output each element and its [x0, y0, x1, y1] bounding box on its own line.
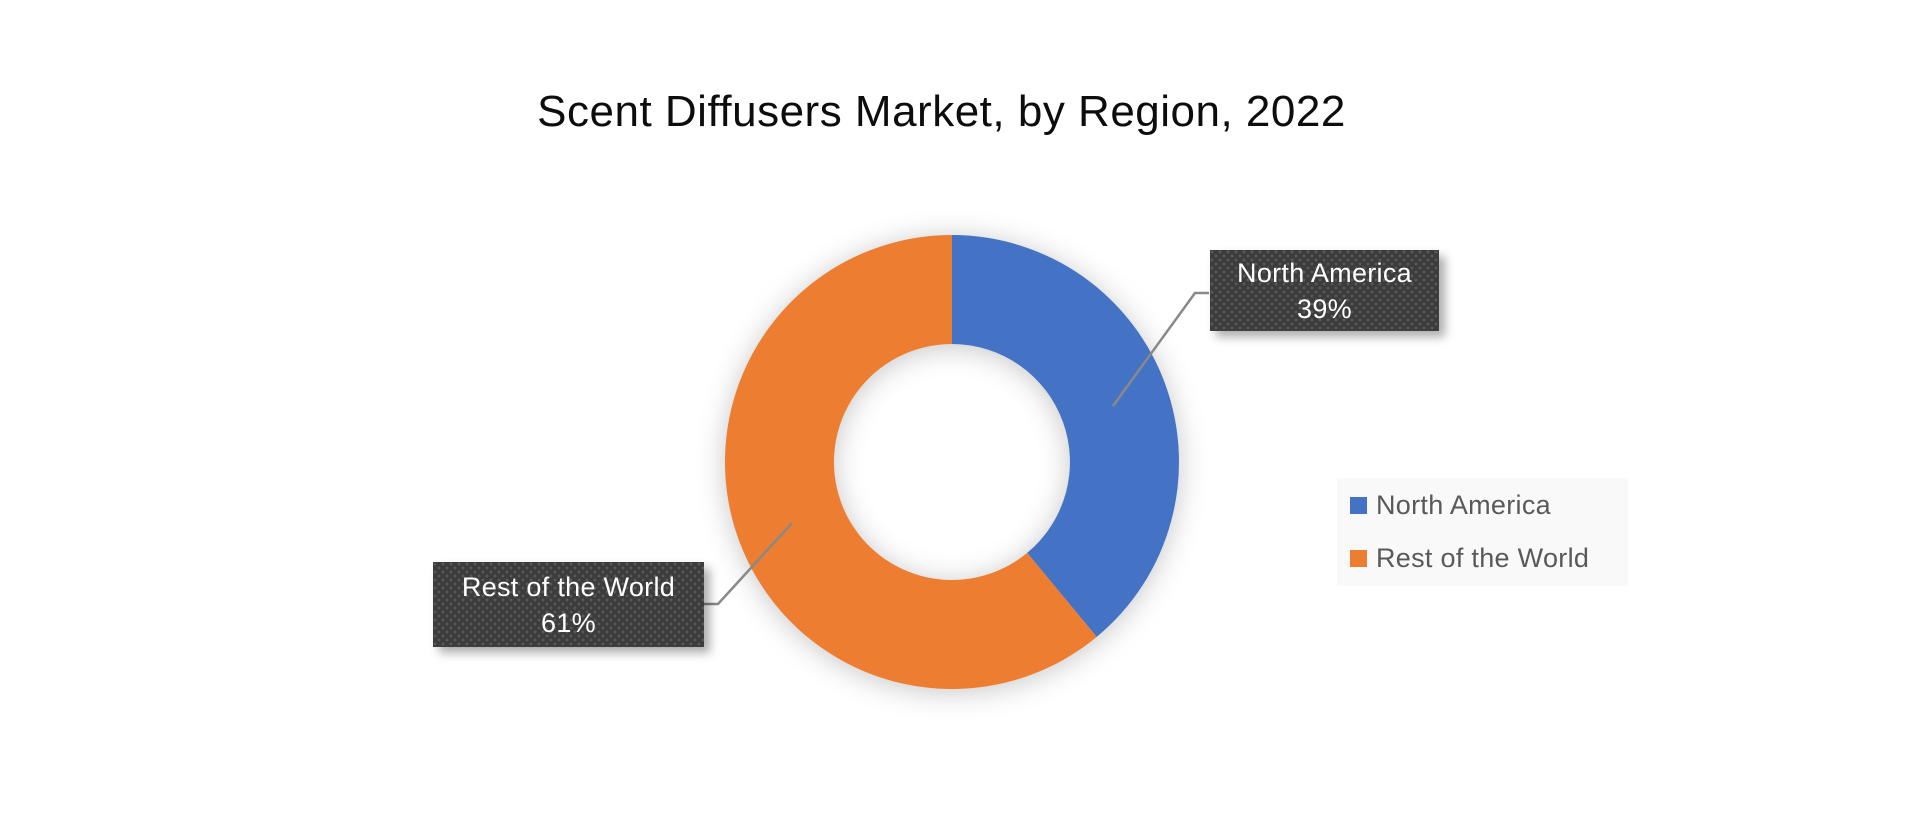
legend-item-rest-of-world: Rest of the World — [1350, 543, 1628, 573]
legend: North America Rest of the World — [1337, 478, 1628, 586]
slice-rest-of-the-world — [724, 235, 1097, 690]
legend-label-north-america: North America — [1376, 490, 1551, 520]
callout-north-america: North America 39% — [1210, 250, 1439, 331]
chart-title: Scent Diffusers Market, by Region, 2022 — [537, 87, 1346, 136]
callout-rest-of-world-label: Rest of the World — [461, 571, 676, 602]
leader-line-north-america — [1111, 291, 1209, 407]
legend-label-rest-of-world: Rest of the World — [1376, 543, 1590, 573]
leader-line-rest-of-world — [703, 522, 793, 606]
callout-north-america-label: North America — [1237, 257, 1412, 288]
donut-slices — [724, 235, 1179, 690]
legend-item-north-america: North America — [1350, 490, 1628, 520]
leader-lines — [703, 291, 1209, 606]
callout-rest-of-world: Rest of the World 61% — [433, 562, 704, 647]
callout-rest-of-world-value: 61% — [541, 607, 596, 638]
legend-swatch-north-america — [1350, 497, 1367, 514]
callout-north-america-value: 39% — [1297, 293, 1352, 324]
slice-north-america — [952, 235, 1179, 637]
legend-swatch-rest-of-world — [1350, 550, 1367, 567]
